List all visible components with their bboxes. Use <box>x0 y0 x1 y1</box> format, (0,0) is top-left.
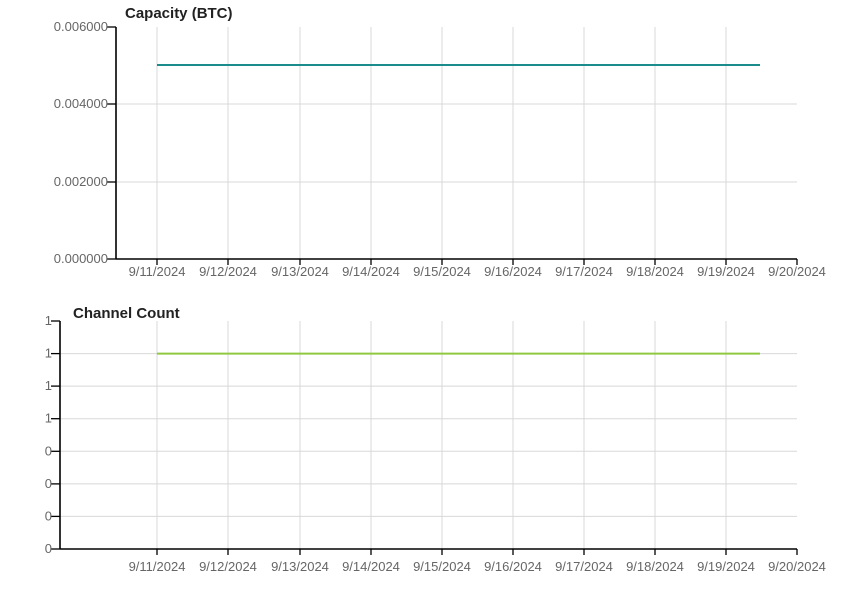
svg-text:9/20/2024: 9/20/2024 <box>768 264 826 279</box>
svg-text:0.000000: 0.000000 <box>54 251 108 266</box>
svg-text:9/19/2024: 9/19/2024 <box>697 264 755 279</box>
svg-text:9/11/2024: 9/11/2024 <box>129 559 186 574</box>
svg-text:1: 1 <box>45 313 52 328</box>
svg-text:1: 1 <box>45 378 52 393</box>
svg-text:9/13/2024: 9/13/2024 <box>271 264 329 279</box>
svg-text:0: 0 <box>45 508 52 523</box>
svg-text:9/15/2024: 9/15/2024 <box>413 559 471 574</box>
svg-text:9/18/2024: 9/18/2024 <box>626 559 684 574</box>
svg-text:0.004000: 0.004000 <box>54 96 108 111</box>
svg-text:0: 0 <box>45 443 52 458</box>
svg-text:9/16/2024: 9/16/2024 <box>484 559 542 574</box>
svg-text:0.006000: 0.006000 <box>54 19 108 34</box>
svg-text:9/19/2024: 9/19/2024 <box>697 559 755 574</box>
svg-text:9/18/2024: 9/18/2024 <box>626 264 684 279</box>
svg-text:9/17/2024: 9/17/2024 <box>555 559 613 574</box>
svg-text:0.002000: 0.002000 <box>54 174 108 189</box>
svg-text:9/12/2024: 9/12/2024 <box>199 559 257 574</box>
svg-text:9/15/2024: 9/15/2024 <box>413 264 471 279</box>
svg-text:9/13/2024: 9/13/2024 <box>271 559 329 574</box>
svg-text:1: 1 <box>45 346 52 361</box>
svg-text:9/11/2024: 9/11/2024 <box>129 264 186 279</box>
svg-text:9/12/2024: 9/12/2024 <box>199 264 257 279</box>
svg-text:1: 1 <box>45 411 52 426</box>
svg-text:0: 0 <box>45 541 52 556</box>
svg-text:9/16/2024: 9/16/2024 <box>484 264 542 279</box>
svg-text:9/14/2024: 9/14/2024 <box>342 264 400 279</box>
svg-text:9/14/2024: 9/14/2024 <box>342 559 400 574</box>
svg-text:9/20/2024: 9/20/2024 <box>768 559 826 574</box>
svg-text:0: 0 <box>45 476 52 491</box>
svg-text:9/17/2024: 9/17/2024 <box>555 264 613 279</box>
